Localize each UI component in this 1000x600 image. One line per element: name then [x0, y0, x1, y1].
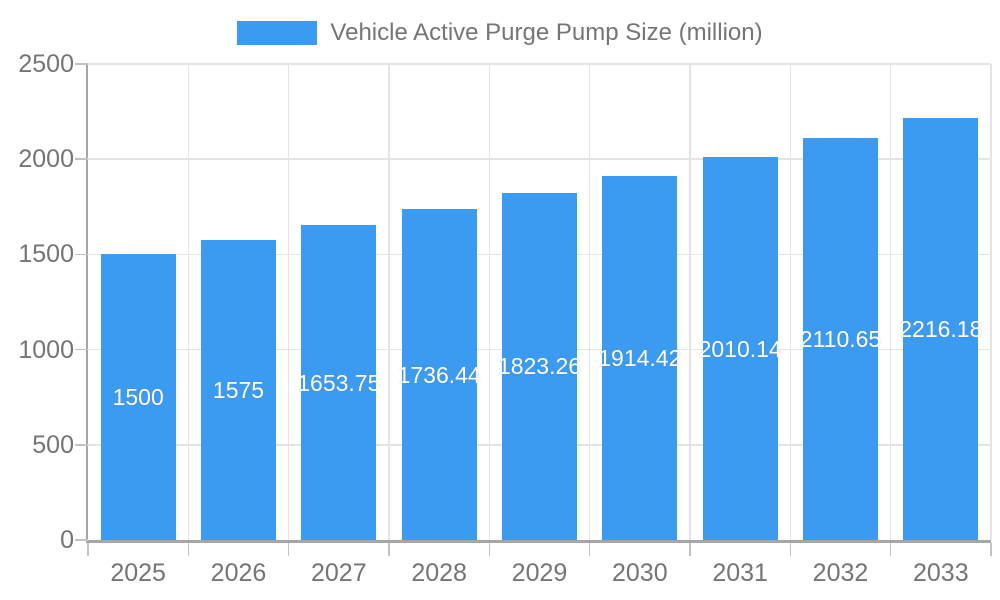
- gridline-v-4: [488, 64, 491, 540]
- bar-2027[interactable]: [301, 225, 377, 540]
- x-axis-label-2033: 2033: [913, 559, 969, 587]
- x-axis-label-2030: 2030: [612, 559, 668, 587]
- x-tick-3: [388, 543, 390, 556]
- gridline-v-7: [789, 64, 792, 540]
- x-tick-0: [87, 543, 89, 556]
- bar-2025[interactable]: [100, 254, 176, 540]
- x-axis-label-2031: 2031: [712, 559, 768, 587]
- y-axis-label-1000: 1000: [18, 335, 74, 364]
- gridline-v-2: [287, 64, 290, 540]
- x-tick-6: [689, 543, 691, 556]
- x-axis-label-2026: 2026: [210, 559, 267, 587]
- gridline-v-5: [588, 64, 591, 540]
- x-tick-5: [588, 543, 591, 556]
- y-tick-2000: [75, 158, 88, 160]
- chart-legend[interactable]: Vehicle Active Purge Pump Size (million): [0, 19, 1000, 47]
- bar-2026[interactable]: [201, 240, 276, 540]
- y-axis-label-500: 500: [32, 430, 74, 459]
- y-axis-label-1500: 1500: [18, 240, 74, 269]
- y-axis-label-0: 0: [60, 526, 74, 554]
- bar-2029[interactable]: [502, 192, 577, 540]
- y-axis-label-2000: 2000: [18, 145, 74, 174]
- legend-swatch-icon: [237, 21, 318, 45]
- x-axis-label-2025: 2025: [110, 559, 166, 587]
- x-axis-label-2032: 2032: [812, 559, 869, 587]
- bar-2028[interactable]: [401, 209, 477, 540]
- y-axis-label-2500: 2500: [18, 50, 74, 78]
- bar-2033[interactable]: [903, 118, 979, 540]
- y-tick-2500: [75, 63, 88, 65]
- x-tick-2: [287, 543, 290, 556]
- gridline-v-8: [889, 64, 892, 540]
- y-tick-1000: [75, 348, 88, 351]
- gridline-v-1: [187, 64, 190, 540]
- x-tick-1: [187, 543, 190, 556]
- x-axis-label-2027: 2027: [311, 559, 367, 587]
- x-tick-7: [789, 543, 792, 556]
- y-tick-500: [75, 444, 88, 446]
- gridline-v-6: [689, 64, 691, 540]
- bar-2031[interactable]: [702, 157, 778, 540]
- gridline-h-2000: [88, 158, 991, 160]
- gridline-v-3: [388, 64, 390, 540]
- x-axis-label-2029: 2029: [511, 559, 568, 587]
- x-tick-8: [889, 543, 892, 556]
- x-tick-9: [990, 543, 992, 556]
- gridline-h-2500: [88, 63, 991, 65]
- x-axis-label-2028: 2028: [411, 559, 467, 587]
- plot-area: 1500 1575 1653.75 1736.44 1823.26 1914.42 2010…: [86, 63, 992, 543]
- y-tick-0: [75, 539, 88, 541]
- bar-2032[interactable]: [803, 138, 878, 540]
- legend-label: Vehicle Active Purge Pump Size (million): [330, 19, 763, 46]
- x-tick-4: [488, 543, 491, 556]
- bar-2030[interactable]: [602, 175, 678, 540]
- gridline-v-9: [990, 64, 992, 540]
- y-tick-1500: [75, 253, 88, 256]
